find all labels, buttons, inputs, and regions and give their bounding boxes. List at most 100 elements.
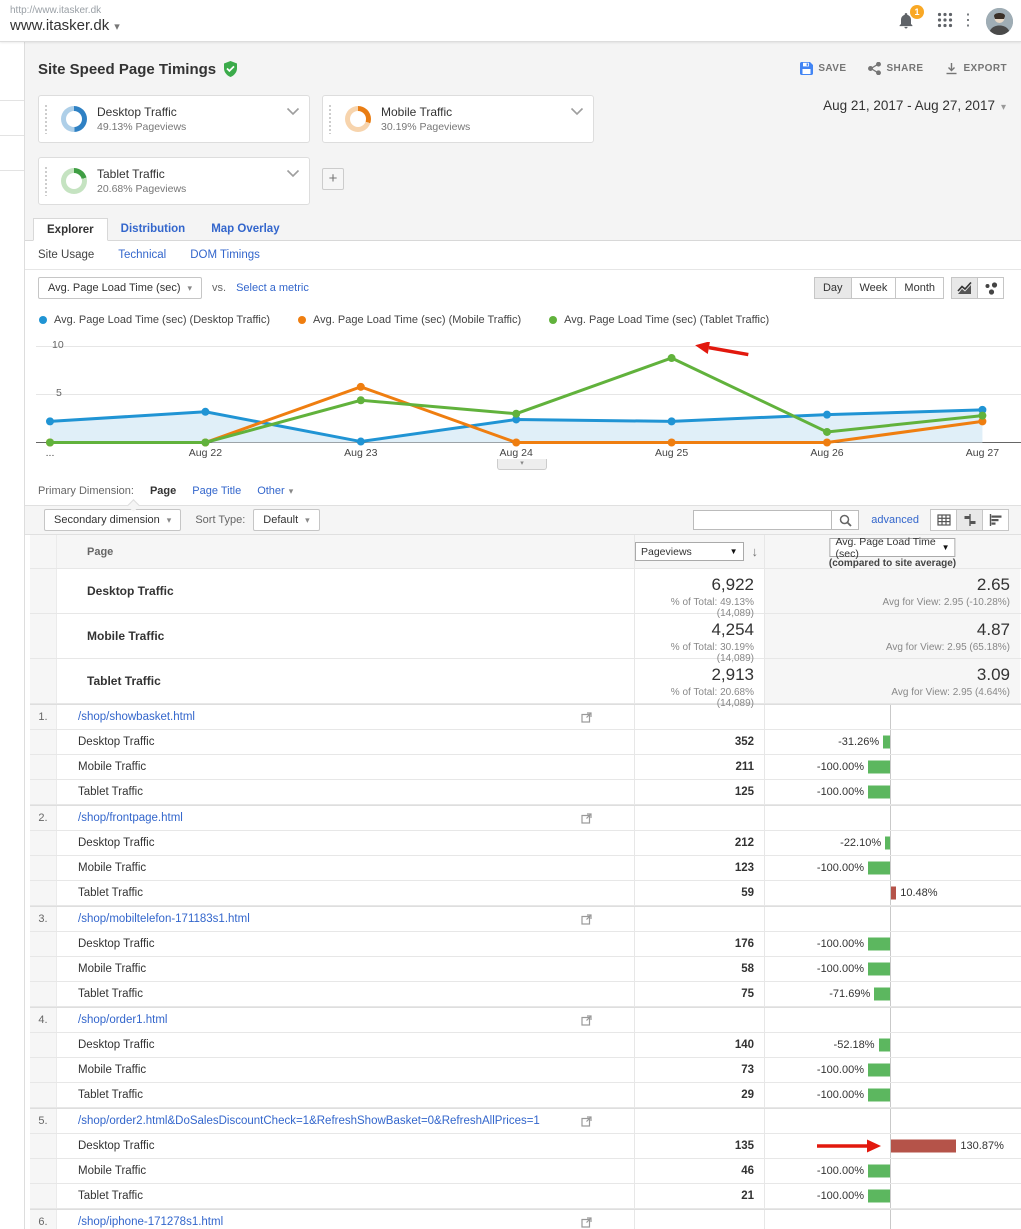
subtab-site-usage[interactable]: Site Usage — [38, 249, 95, 261]
metric-column-dropdown[interactable]: Avg. Page Load Time (sec) ▼ — [829, 536, 956, 560]
row-number: 5. — [38, 1115, 48, 1127]
subtab-divider — [25, 269, 1021, 270]
summary-row: Desktop Traffic 6,922 % of Total: 49.13%… — [30, 569, 1021, 619]
select-metric-link[interactable]: Select a metric — [236, 282, 309, 294]
page-column-header[interactable]: Page — [57, 535, 635, 568]
traffic-segment-card[interactable]: Tablet Traffic 20.68% Pageviews — [38, 157, 310, 205]
chevron-down-icon: ▾ — [288, 486, 294, 496]
drag-handle[interactable] — [328, 104, 333, 134]
comparison-axis — [890, 806, 891, 830]
share-label: SHARE — [886, 63, 924, 74]
data-table-view-button[interactable] — [930, 509, 957, 531]
tab-distribution[interactable]: Distribution — [120, 223, 186, 235]
page-url-link[interactable]: /shop/order1.html — [78, 1014, 168, 1026]
row-number-gutter — [30, 614, 57, 658]
page-url-link[interactable]: /shop/frontpage.html — [78, 812, 183, 824]
performance-view-button[interactable] — [982, 509, 1009, 531]
comparison-axis — [890, 780, 891, 804]
secondary-dimension-dropdown[interactable]: Secondary dimension ▾ — [44, 509, 182, 531]
pageviews-value: 176 — [734, 938, 754, 950]
apps-grid-icon[interactable] — [937, 12, 953, 28]
pageviews-value: 29 — [741, 1089, 754, 1101]
date-range-selector[interactable]: Aug 21, 2017 - Aug 27, 2017 ▾ — [823, 98, 1006, 113]
pageviews-value: 123 — [734, 862, 754, 874]
traffic-segment-card[interactable]: Desktop Traffic 49.13% Pageviews — [38, 95, 310, 143]
subtab-technical[interactable]: Technical — [118, 249, 167, 261]
granularity-week[interactable]: Week — [850, 277, 897, 299]
property-selector[interactable]: www.itasker.dk ▾ — [10, 17, 120, 34]
more-options-kebab-icon[interactable]: ⋮ — [960, 12, 976, 29]
add-segment-button[interactable]: + — [322, 168, 344, 190]
time-granularity-toggle: Day Week Month — [813, 277, 944, 299]
primary-dimension-page[interactable]: Page — [149, 485, 177, 497]
open-in-new-icon[interactable] — [581, 1216, 592, 1228]
comparison-axis — [890, 1159, 891, 1183]
report-panel: Site Speed Page Timings SAVE — [25, 42, 1021, 1229]
chevron-down-icon[interactable] — [286, 107, 300, 116]
collapsed-sidebar[interactable] — [0, 42, 25, 1229]
sidebar-divider — [0, 100, 24, 101]
summary-avg-note: Avg for View: 2.95 (4.64%) — [891, 687, 1010, 698]
pageviews-column-dropdown[interactable]: Pageviews ▼ — [635, 542, 744, 561]
tab-map-overlay[interactable]: Map Overlay — [211, 223, 280, 235]
verified-shield-check-icon — [224, 61, 238, 77]
chart-legend: Avg. Page Load Time (sec) (Desktop Traff… — [39, 314, 769, 326]
pageviews-value: 59 — [741, 887, 754, 899]
page-url-link[interactable]: /shop/showbasket.html — [78, 711, 195, 723]
drag-handle[interactable] — [44, 166, 49, 196]
sort-descending-icon[interactable]: ↓ — [751, 544, 759, 559]
primary-dimension-page-title[interactable]: Page Title — [192, 485, 242, 497]
chart-annotations-expander[interactable]: ▾ — [497, 459, 547, 470]
notifications-bell-icon[interactable] — [897, 12, 915, 30]
share-button[interactable]: SHARE — [868, 62, 923, 75]
pageviews-value: 125 — [734, 786, 754, 798]
segment-donut-chart — [61, 168, 87, 194]
chevron-down-icon[interactable] — [570, 107, 584, 116]
comparison-axis — [890, 1109, 891, 1133]
comparison-bar — [868, 1164, 890, 1178]
open-in-new-icon[interactable] — [581, 711, 592, 723]
tab-explorer[interactable]: Explorer — [33, 218, 108, 241]
segment-name: Mobile Traffic — [78, 1165, 147, 1177]
search-button[interactable] — [831, 510, 860, 530]
motion-chart-view-button[interactable] — [977, 277, 1004, 299]
comparison-view-button[interactable] — [956, 509, 983, 531]
page-url-link[interactable]: /shop/mobiltelefon-171183s1.html — [78, 913, 250, 925]
page-url-link[interactable]: /shop/iphone-171278s1.html — [78, 1216, 224, 1228]
legend-color-dot — [39, 316, 47, 324]
row-number-gutter — [30, 982, 57, 1006]
granularity-month[interactable]: Month — [895, 277, 944, 299]
granularity-day[interactable]: Day — [813, 277, 852, 299]
segment-pageviews-percent: 30.19% Pageviews — [381, 121, 471, 133]
open-in-new-icon[interactable] — [581, 812, 592, 824]
summary-row: Mobile Traffic 4,254 % of Total: 30.19% … — [30, 614, 1021, 664]
advanced-search-link[interactable]: advanced — [871, 514, 919, 526]
user-avatar[interactable] — [986, 8, 1013, 35]
line-chart-icon — [956, 281, 972, 294]
sort-type-dropdown[interactable]: Default ▾ — [253, 509, 320, 531]
page-url-link[interactable]: /shop/order2.html&DoSalesDiscountCheck=1… — [78, 1115, 540, 1127]
primary-dimension-other[interactable]: Other ▾ — [257, 485, 294, 497]
table-search-input[interactable] — [693, 510, 832, 530]
open-in-new-icon[interactable] — [581, 1014, 592, 1026]
line-chart-view-button[interactable] — [951, 277, 978, 299]
export-button[interactable]: EXPORT — [945, 62, 1007, 75]
comparison-axis — [890, 1184, 891, 1208]
chevron-down-icon[interactable] — [286, 169, 300, 178]
comparison-percent: -52.18% — [833, 1039, 875, 1051]
open-in-new-icon[interactable] — [581, 913, 592, 925]
segment-metric-row: Desktop Traffic 140 -52.18% — [30, 1033, 1021, 1058]
summary-avg-note: Avg for View: 2.95 (-10.28%) — [882, 597, 1010, 608]
select-caret-icon: ▼ — [729, 547, 738, 556]
subtab-dom-timings[interactable]: DOM Timings — [190, 249, 260, 261]
save-button[interactable]: SAVE — [800, 62, 846, 75]
drag-handle[interactable] — [44, 104, 49, 134]
comparison-percent: -31.26% — [838, 736, 880, 748]
comparison-bar — [868, 1088, 890, 1102]
open-in-new-icon[interactable] — [581, 1115, 592, 1127]
timeseries-chart[interactable] — [36, 335, 1021, 465]
traffic-segment-card[interactable]: Mobile Traffic 30.19% Pageviews — [322, 95, 594, 143]
legend-label: Avg. Page Load Time (sec) (Tablet Traffi… — [564, 314, 770, 326]
metric-dropdown[interactable]: Avg. Page Load Time (sec) ▾ — [38, 277, 203, 299]
comparison-percent: 10.48% — [900, 887, 938, 899]
